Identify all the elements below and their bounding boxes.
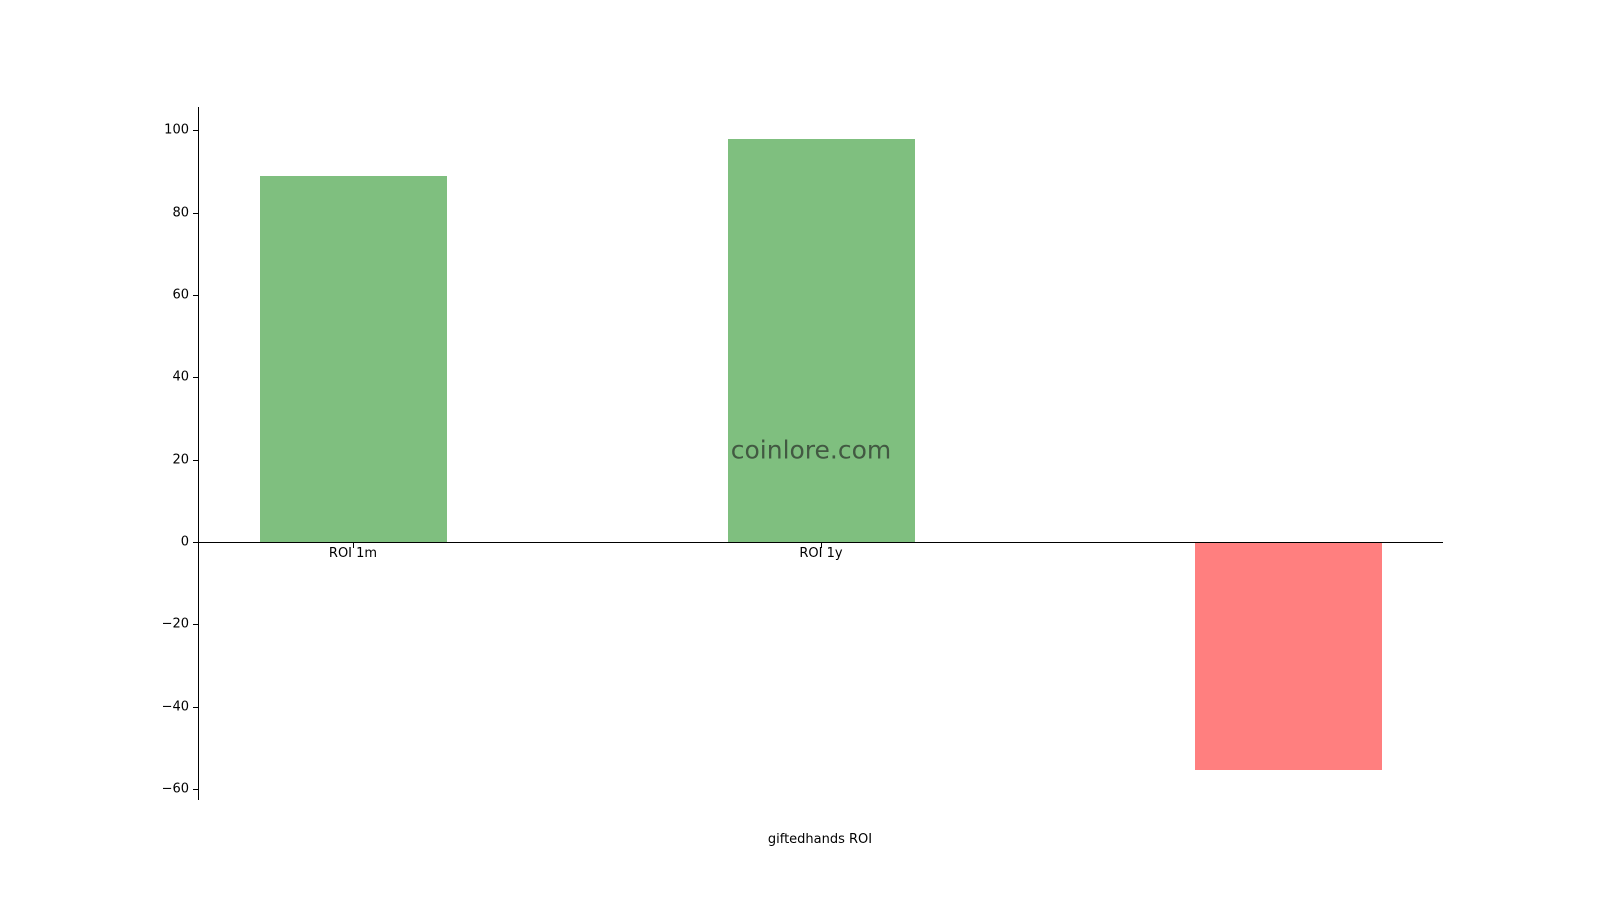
y-tick	[193, 377, 198, 378]
y-axis-spine	[198, 107, 199, 800]
bar-roi-1m	[259, 175, 447, 542]
y-tick	[193, 707, 198, 708]
y-tick-label: −40	[161, 699, 189, 715]
y-tick-label: −60	[161, 781, 189, 797]
y-tick-label: 80	[172, 205, 189, 221]
y-tick-label: 0	[180, 534, 189, 550]
y-tick	[193, 542, 198, 543]
y-tick	[193, 130, 198, 131]
x-tick-label: ROI 1y	[799, 546, 843, 561]
x-tick	[821, 542, 822, 548]
x-axis-title: giftedhands ROI	[767, 832, 873, 847]
y-tick	[193, 624, 198, 625]
y-tick	[193, 213, 198, 214]
y-tick-label: 60	[172, 287, 189, 303]
x-tick-label: ROI 1m	[328, 546, 378, 561]
bar-2	[1195, 543, 1383, 770]
y-tick-label: −20	[161, 616, 189, 632]
y-tick-label: 20	[172, 452, 189, 468]
watermark-coinlore: coinlore.com	[730, 435, 892, 465]
y-tick	[193, 295, 198, 296]
y-tick	[193, 789, 198, 790]
y-tick-label: 40	[172, 369, 189, 385]
bar-roi-1y	[727, 138, 915, 542]
x-tick	[353, 542, 354, 548]
x-axis-line	[198, 542, 1443, 543]
y-tick	[193, 460, 198, 461]
y-tick-label: 100	[164, 122, 189, 138]
